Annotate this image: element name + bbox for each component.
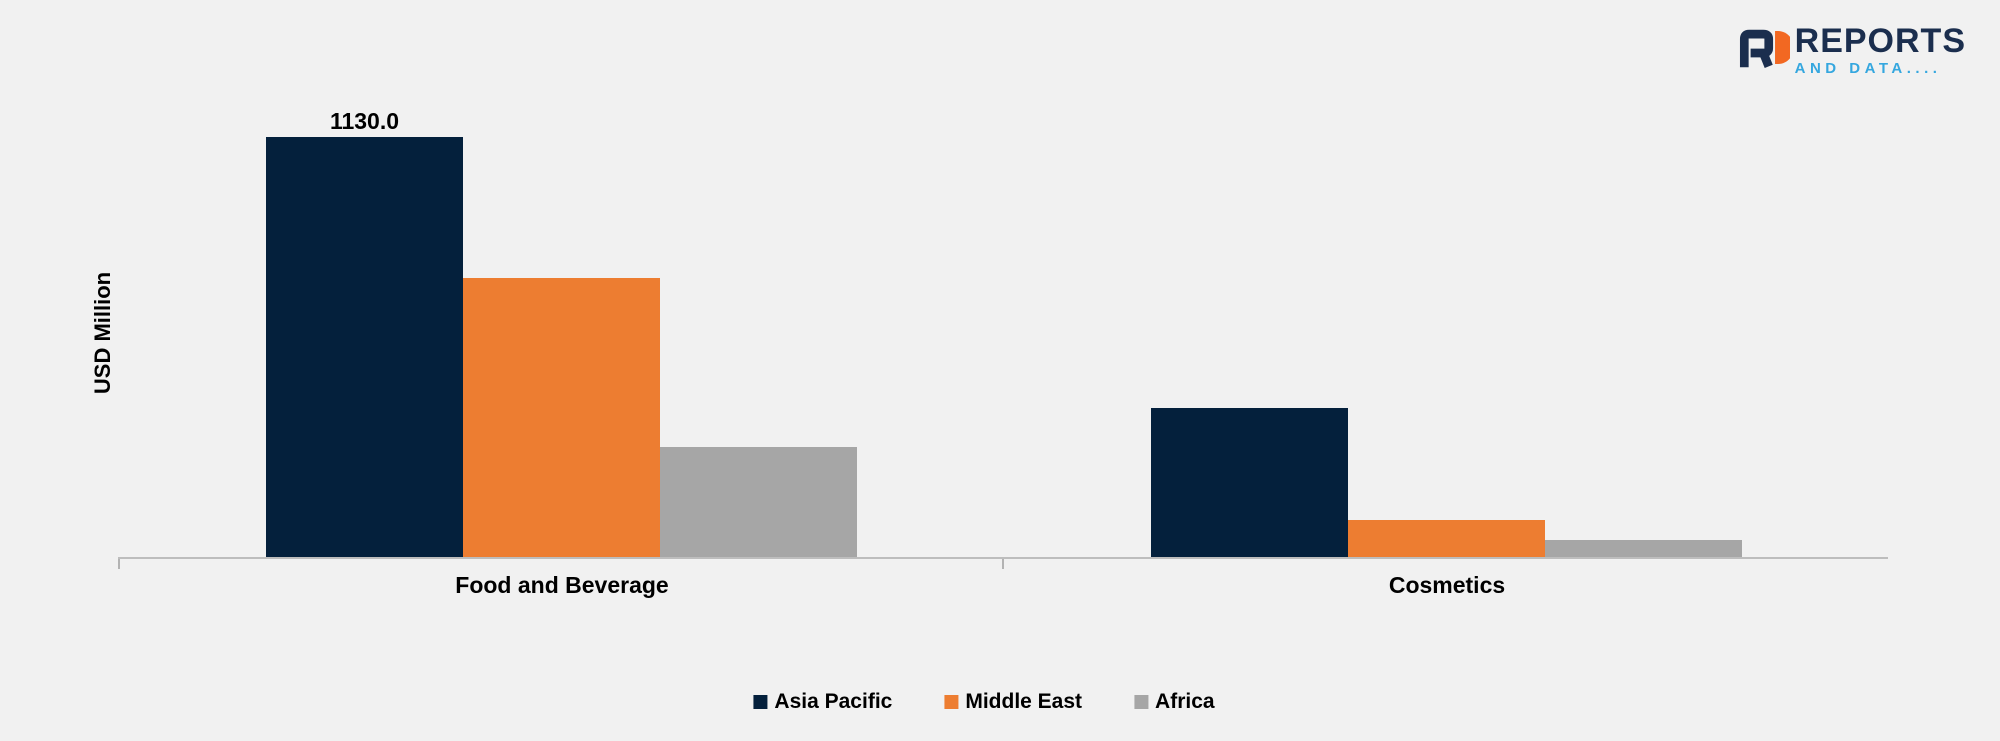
reports-and-data-logo-icon xyxy=(1739,29,1790,69)
bar-asia-pacific-cosmetics xyxy=(1151,408,1348,557)
legend-swatch-africa xyxy=(1134,695,1149,709)
bar-asia-pacific-food-and-beverage xyxy=(266,137,463,557)
x-axis-line xyxy=(118,557,1888,559)
bar-value-label: 1130.0 xyxy=(329,108,400,134)
x-axis-tick-left xyxy=(118,559,120,569)
legend-item-middle-east: Middle East xyxy=(944,690,1082,714)
reports-and-data-logo: REPORTS AND DATA.... xyxy=(1738,24,1966,76)
y-axis-label: USD Million xyxy=(90,271,115,395)
legend-label-africa: Africa xyxy=(1155,690,1215,713)
logo-brand-tagline: AND DATA.... xyxy=(1794,60,1942,77)
bar-africa-food-and-beverage xyxy=(660,447,857,557)
bar-middle-east-cosmetics xyxy=(1348,520,1545,557)
legend-item-africa: Africa xyxy=(1134,690,1215,714)
legend-swatch-middle-east xyxy=(944,695,959,709)
legend-label-asia-pacific: Asia Pacific xyxy=(774,690,893,713)
bar-middle-east-food-and-beverage xyxy=(463,278,660,557)
category-label-food-and-beverage: Food and Beverage xyxy=(455,572,669,598)
category-label-cosmetics: Cosmetics xyxy=(1388,572,1506,598)
x-axis-tick-center xyxy=(1002,559,1004,569)
legend-label-middle-east: Middle East xyxy=(965,690,1083,713)
logo-brand-name: REPORTS xyxy=(1794,22,1966,60)
legend-swatch-asia-pacific xyxy=(753,695,768,709)
bar-africa-cosmetics xyxy=(1545,540,1742,557)
legend-item-asia-pacific: Asia Pacific xyxy=(753,690,892,714)
legend: Asia Pacific Middle East Africa xyxy=(753,690,1215,714)
